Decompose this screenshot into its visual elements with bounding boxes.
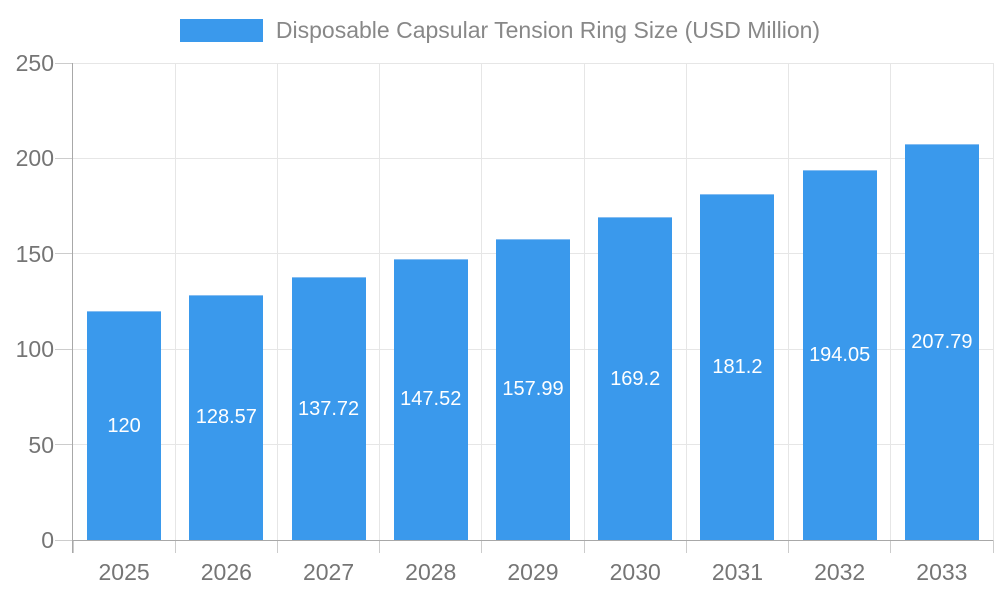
gridline-horizontal	[73, 157, 993, 159]
gridline-vertical	[685, 63, 687, 540]
bar[interactable]	[700, 194, 775, 540]
x-axis-label: 2028	[405, 559, 457, 585]
x-axis-label: 2027	[302, 559, 355, 585]
y-axis-tick	[55, 444, 73, 446]
y-axis-tick	[55, 539, 73, 541]
x-axis-label: 2033	[916, 559, 968, 585]
gridline-vertical	[379, 63, 381, 540]
y-axis-label: 200	[15, 145, 54, 172]
y-axis-label: 150	[15, 240, 54, 267]
gridline-vertical	[992, 63, 994, 540]
legend-swatch-icon	[179, 18, 263, 42]
x-axis-tick	[379, 540, 381, 553]
bar[interactable]	[496, 238, 570, 540]
x-axis-label: 2031	[711, 559, 764, 585]
y-axis-tick	[55, 62, 73, 64]
y-axis-label: 50	[28, 431, 54, 458]
gridline-horizontal	[73, 62, 993, 64]
bar[interactable]	[598, 217, 673, 540]
x-axis-tick	[583, 540, 585, 553]
y-axis-tick	[55, 348, 73, 350]
y-axis-tick	[55, 157, 73, 159]
x-axis-label: 2032	[814, 559, 866, 585]
bar[interactable]	[291, 277, 366, 540]
gridline-vertical	[788, 63, 790, 540]
x-axis-tick	[788, 540, 790, 553]
legend-label: Disposable Capsular Tension Ring Size (U…	[275, 16, 821, 43]
chart-legend[interactable]: Disposable Capsular Tension Ring Size (U…	[0, 13, 1000, 47]
x-axis-label: 2030	[609, 559, 661, 585]
x-axis-line	[73, 539, 993, 541]
y-axis-label: 0	[41, 527, 54, 553]
x-axis-tick	[890, 540, 892, 553]
x-axis-label: 2029	[507, 559, 559, 585]
bar[interactable]	[189, 294, 264, 540]
bar[interactable]	[904, 143, 979, 540]
gridline-vertical	[276, 63, 278, 540]
gridline-vertical	[583, 63, 585, 540]
y-axis-label: 100	[15, 336, 54, 363]
y-axis-tick	[55, 253, 73, 255]
y-axis-line	[72, 63, 73, 553]
bar[interactable]	[87, 311, 162, 540]
x-axis-tick	[685, 540, 687, 553]
x-axis-tick	[174, 540, 176, 553]
x-axis-tick	[481, 540, 483, 553]
bar[interactable]	[802, 169, 877, 540]
gridline-vertical	[890, 63, 892, 540]
x-axis-tick	[992, 540, 994, 553]
x-axis-label: 2025	[98, 559, 150, 585]
gridline-vertical	[174, 63, 176, 540]
x-axis-label: 2026	[200, 559, 252, 585]
gridline-vertical	[481, 63, 483, 540]
x-axis-tick	[72, 540, 74, 553]
x-axis-tick	[276, 540, 278, 553]
y-axis-label: 250	[15, 50, 54, 76]
bar[interactable]	[393, 258, 468, 540]
